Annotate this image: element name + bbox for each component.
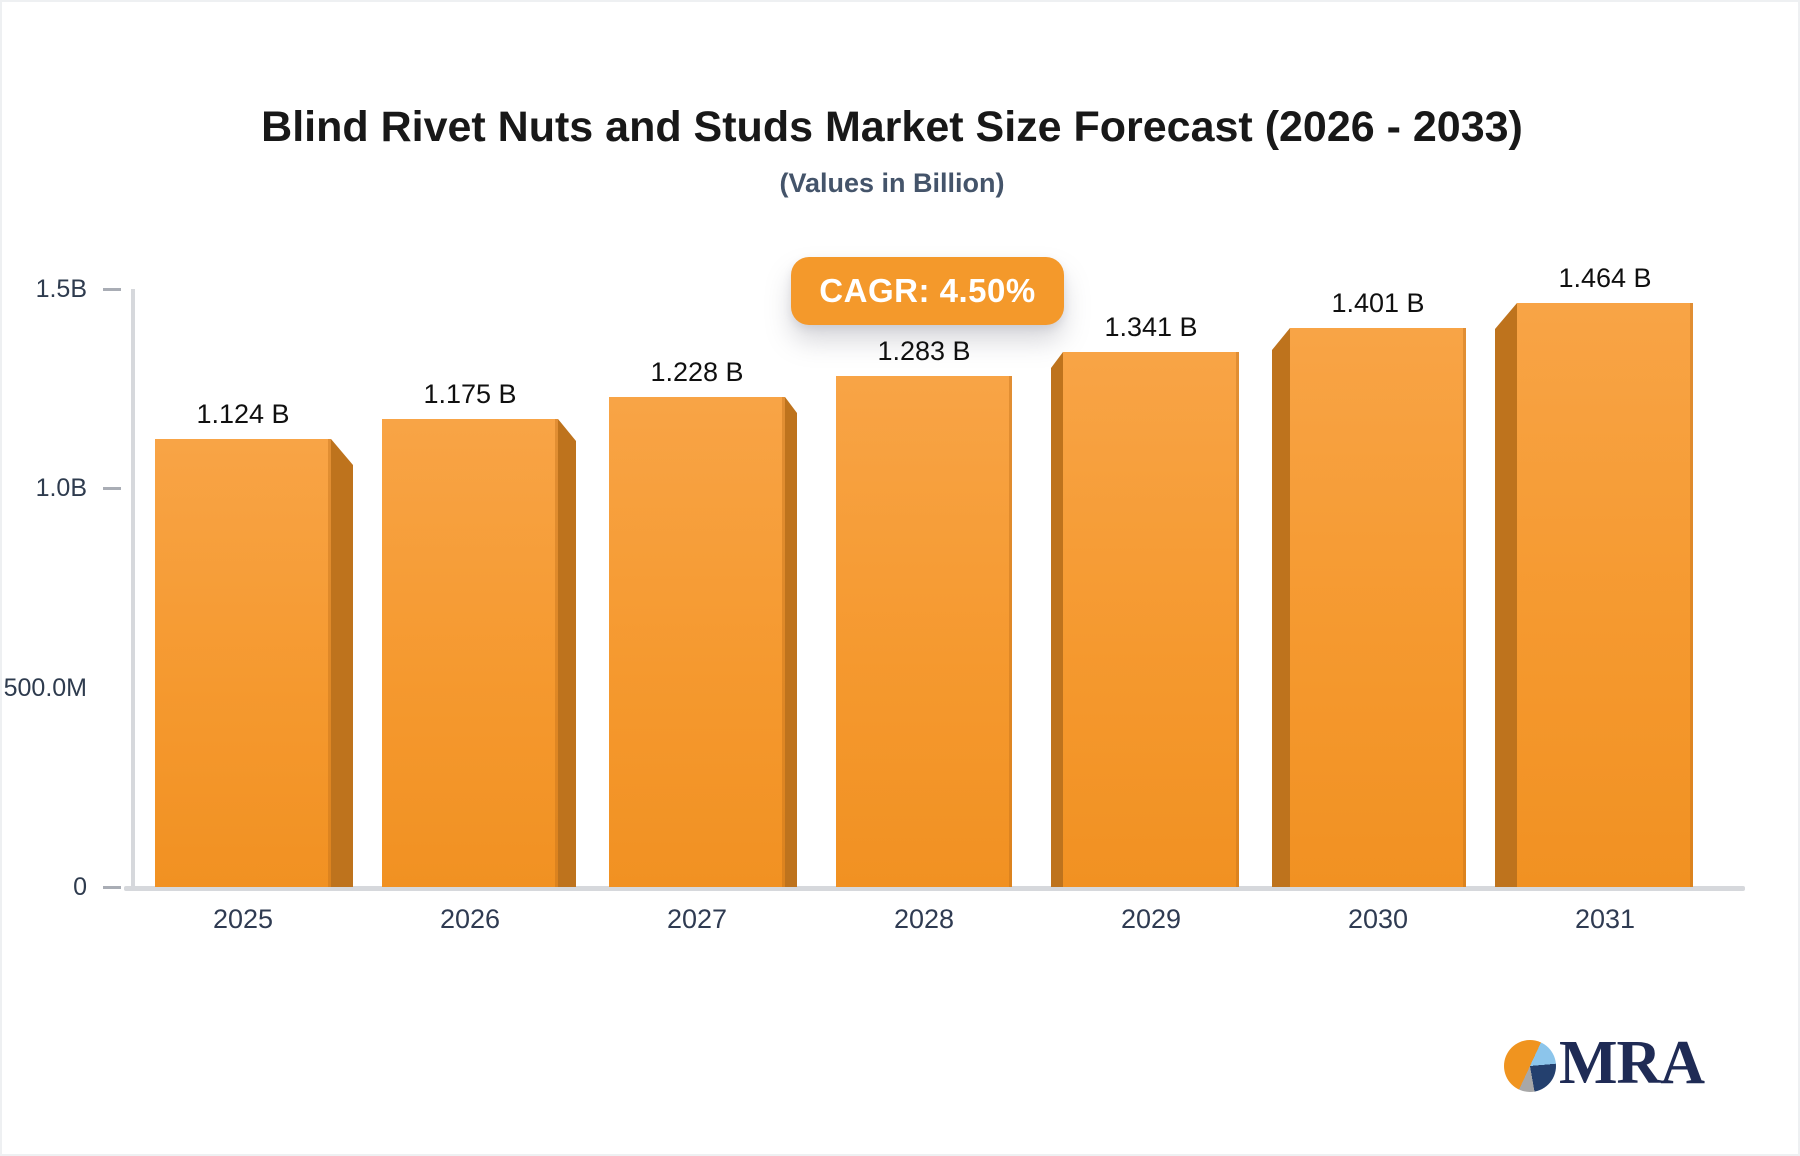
value-label-2026: 1.175 B — [423, 379, 517, 409]
bar-2029[interactable] — [1063, 352, 1239, 887]
bar-2028[interactable] — [836, 376, 1012, 887]
value-label-2027: 1.228 B — [650, 357, 744, 387]
bar-2031[interactable] — [1517, 303, 1693, 887]
bar-side-2027 — [785, 397, 797, 887]
y-axis-label-500.0M: 500.0M — [3, 674, 87, 702]
page-subtitle: (Values in Billion) — [779, 168, 1005, 198]
value-label-2028: 1.283 B — [877, 336, 971, 366]
bar-2027[interactable] — [609, 397, 785, 887]
page-title: Blind Rivet Nuts and Studs Market Size F… — [261, 103, 1523, 151]
x-axis-label-2025: 2025 — [212, 904, 274, 934]
bar-side-2030 — [1272, 328, 1290, 887]
bar-side-2026 — [558, 419, 576, 887]
bar-2025[interactable] — [155, 439, 331, 887]
x-axis-label-2027: 2027 — [666, 904, 728, 934]
y-axis-line — [131, 289, 135, 887]
y-axis-tick — [103, 288, 121, 291]
y-axis-label-1.5B: 1.5B — [35, 275, 87, 303]
bar-2026[interactable] — [382, 419, 558, 887]
x-axis-label-2026: 2026 — [439, 904, 501, 934]
cagr-badge-label: CAGR: 4.50% — [819, 272, 1036, 309]
value-label-2031: 1.464 B — [1558, 263, 1652, 293]
bar-side-2025 — [331, 439, 353, 887]
x-axis-label-2031: 2031 — [1574, 904, 1636, 934]
y-axis-label-1.0B: 1.0B — [35, 474, 87, 502]
mra-logo: MRA — [1504, 1029, 1705, 1097]
x-axis-line — [124, 886, 1745, 891]
bar-2030[interactable] — [1290, 328, 1466, 887]
cagr-badge: CAGR: 4.50% — [791, 257, 1064, 325]
value-label-2029: 1.341 B — [1104, 312, 1198, 342]
bar-side-2029 — [1051, 352, 1063, 887]
bar-side-2031 — [1495, 303, 1517, 887]
value-label-2030: 1.401 B — [1331, 288, 1425, 318]
y-axis-tick — [103, 487, 121, 490]
y-axis-tick — [103, 886, 121, 889]
pie-chart-logo-icon — [1504, 1040, 1556, 1092]
x-axis-label-2030: 2030 — [1347, 904, 1409, 934]
x-axis-label-2028: 2028 — [893, 904, 955, 934]
value-label-2025: 1.124 B — [196, 399, 290, 429]
y-axis-label-0: 0 — [73, 873, 87, 901]
logo-text: MRA — [1559, 1029, 1705, 1097]
x-axis-label-2029: 2029 — [1120, 904, 1182, 934]
